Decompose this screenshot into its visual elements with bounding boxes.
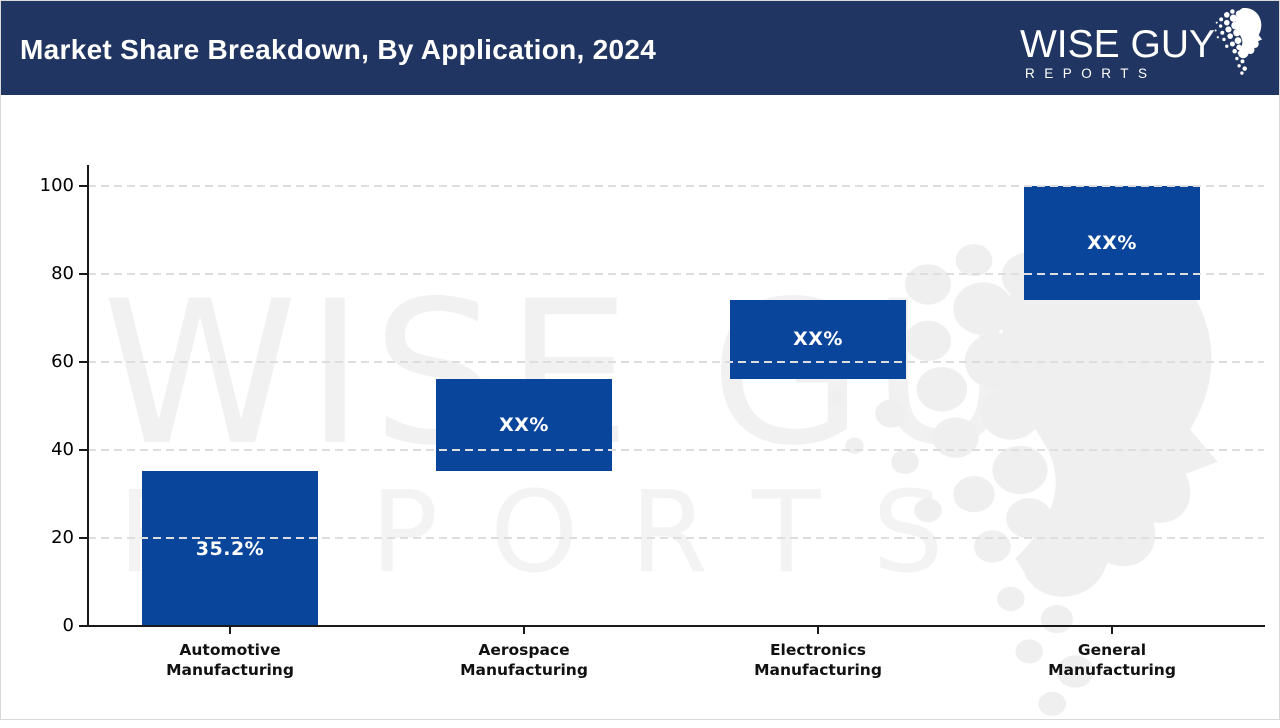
- header-bar: Market Share Breakdown, By Application, …: [0, 0, 1280, 95]
- bar-aerospace-manufacturing: XX%: [436, 378, 612, 472]
- bar-value-label: 35.2%: [195, 537, 265, 560]
- y-tick-mark: [79, 273, 87, 275]
- y-tick-mark: [79, 537, 87, 539]
- gridline: [88, 537, 1264, 539]
- y-axis-line: [87, 165, 89, 627]
- y-tick-mark: [79, 185, 87, 187]
- x-tick-mark: [523, 627, 525, 634]
- logo-text-primary: WISE GUY: [1020, 23, 1215, 66]
- y-tick-label: 0: [62, 615, 74, 636]
- wiseguy-face-logo-icon: [1214, 7, 1263, 75]
- gridline: [88, 185, 1264, 187]
- wiseguy-logo: WISE GUY REPORTS: [1018, 5, 1268, 91]
- logo-text-secondary: REPORTS: [1025, 66, 1157, 81]
- bar-automotive-manufacturing: 35.2%: [142, 471, 318, 626]
- y-tick-mark: [79, 625, 87, 627]
- x-axis-line: [87, 625, 1265, 627]
- chart-title: Market Share Breakdown, By Application, …: [20, 34, 657, 65]
- y-tick-label: 60: [51, 351, 74, 372]
- category-label: Aerospace Manufacturing: [460, 641, 588, 680]
- bar-value-label: XX%: [499, 413, 549, 436]
- bar-value-label: XX%: [1087, 231, 1137, 254]
- x-tick-mark: [1111, 627, 1113, 634]
- bar-general-manufacturing: XX%: [1024, 186, 1200, 300]
- x-tick-mark: [817, 627, 819, 634]
- gridline: [88, 449, 1264, 451]
- y-tick-label: 100: [39, 175, 74, 196]
- y-tick-label: 80: [51, 263, 74, 284]
- bar-value-label: XX%: [793, 328, 843, 351]
- category-label: Automotive Manufacturing: [166, 641, 294, 680]
- y-tick-label: 20: [51, 527, 74, 548]
- category-label: Electronics Manufacturing: [754, 641, 882, 680]
- y-tick-mark: [79, 361, 87, 363]
- gridline: [88, 273, 1264, 275]
- y-tick-mark: [79, 449, 87, 451]
- category-label: General Manufacturing: [1048, 641, 1176, 680]
- bar-electronics-manufacturing: XX%: [730, 299, 906, 379]
- x-tick-mark: [229, 627, 231, 634]
- gridline: [88, 361, 1264, 363]
- y-tick-label: 40: [51, 439, 74, 460]
